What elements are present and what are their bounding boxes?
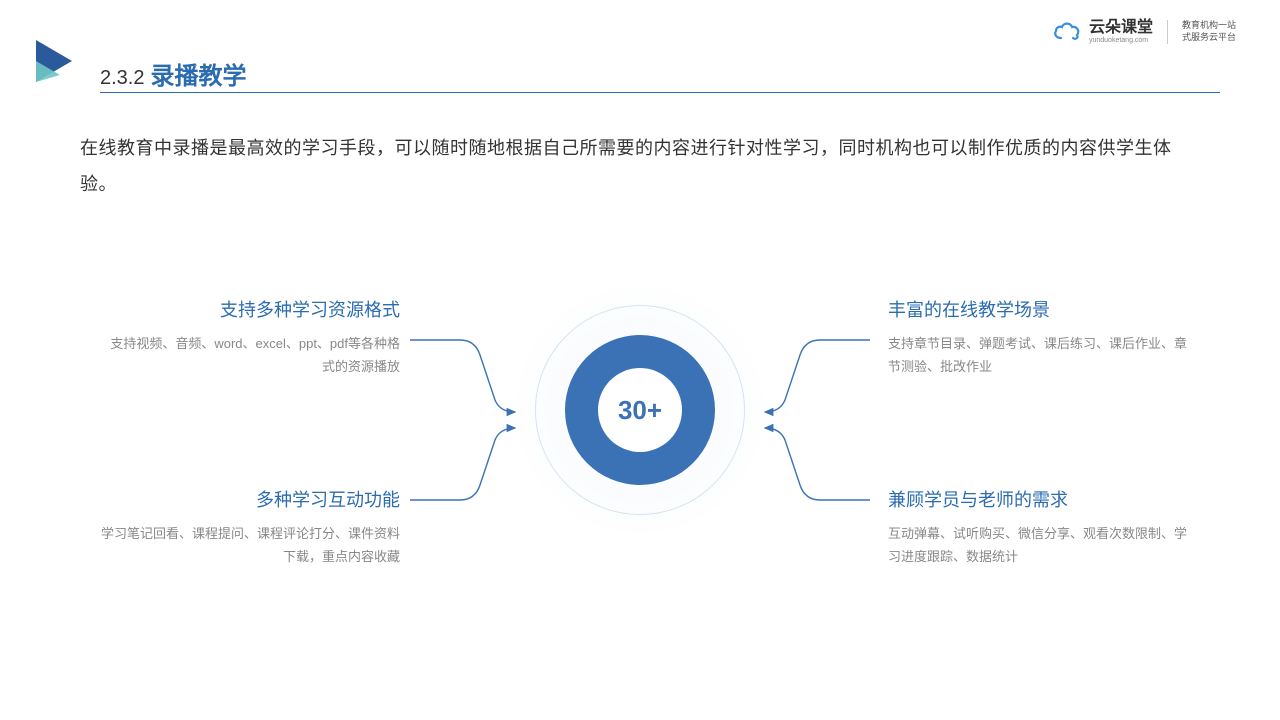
callout-title: 丰富的在线教学场景 <box>888 296 1188 322</box>
callout-top-left: 支持多种学习资源格式 支持视频、音频、word、excel、ppt、pdf等各种… <box>100 296 400 379</box>
header-play-icon <box>32 38 78 89</box>
intro-paragraph: 在线教育中录播是最高效的学习手段，可以随时随地根据自己所需要的内容进行针对性学习… <box>80 130 1200 202</box>
callout-title: 兼顾学员与老师的需求 <box>888 486 1188 512</box>
callout-top-right: 丰富的在线教学场景 支持章节目录、弹题考试、课后练习、课后作业、章节测验、批改作… <box>888 296 1188 379</box>
logo-name: 云朵课堂 <box>1089 20 1153 36</box>
logo-domain: yunduoketang.com <box>1089 37 1153 44</box>
center-value: 30+ <box>618 395 662 426</box>
donut-hole: 30+ <box>598 368 682 452</box>
callout-desc: 支持视频、音频、word、excel、ppt、pdf等各种格式的资源播放 <box>100 332 400 379</box>
callout-desc: 互动弹幕、试听购买、微信分享、观看次数限制、学习进度跟踪、数据统计 <box>888 522 1188 569</box>
section-number: 2.3.2 <box>100 67 144 90</box>
slide-header: 2.3.2 录播教学 <box>0 38 1280 98</box>
callout-bottom-left: 多种学习互动功能 学习笔记回看、课程提问、课程评论打分、课件资料下载，重点内容收… <box>100 486 400 569</box>
logo-text: 云朵课堂 yunduoketang.com <box>1089 20 1153 44</box>
section-heading: 录播教学 <box>150 56 246 91</box>
logo-tagline: 教育机构一站式服务云平台 <box>1182 20 1238 43</box>
title-underline <box>100 92 1220 93</box>
brand-logo: 云朵课堂 yunduoketang.com 教育机构一站式服务云平台 <box>1053 20 1238 44</box>
callout-desc: 支持章节目录、弹题考试、课后练习、课后作业、章节测验、批改作业 <box>888 332 1188 379</box>
logo-divider <box>1167 20 1168 44</box>
callout-title: 多种学习互动功能 <box>100 486 400 512</box>
cloud-icon <box>1053 22 1081 42</box>
callout-desc: 学习笔记回看、课程提问、课程评论打分、课件资料下载，重点内容收藏 <box>100 522 400 569</box>
callout-title: 支持多种学习资源格式 <box>100 296 400 322</box>
callout-bottom-right: 兼顾学员与老师的需求 互动弹幕、试听购买、微信分享、观看次数限制、学习进度跟踪、… <box>888 486 1188 569</box>
section-title: 2.3.2 录播教学 <box>100 56 246 91</box>
